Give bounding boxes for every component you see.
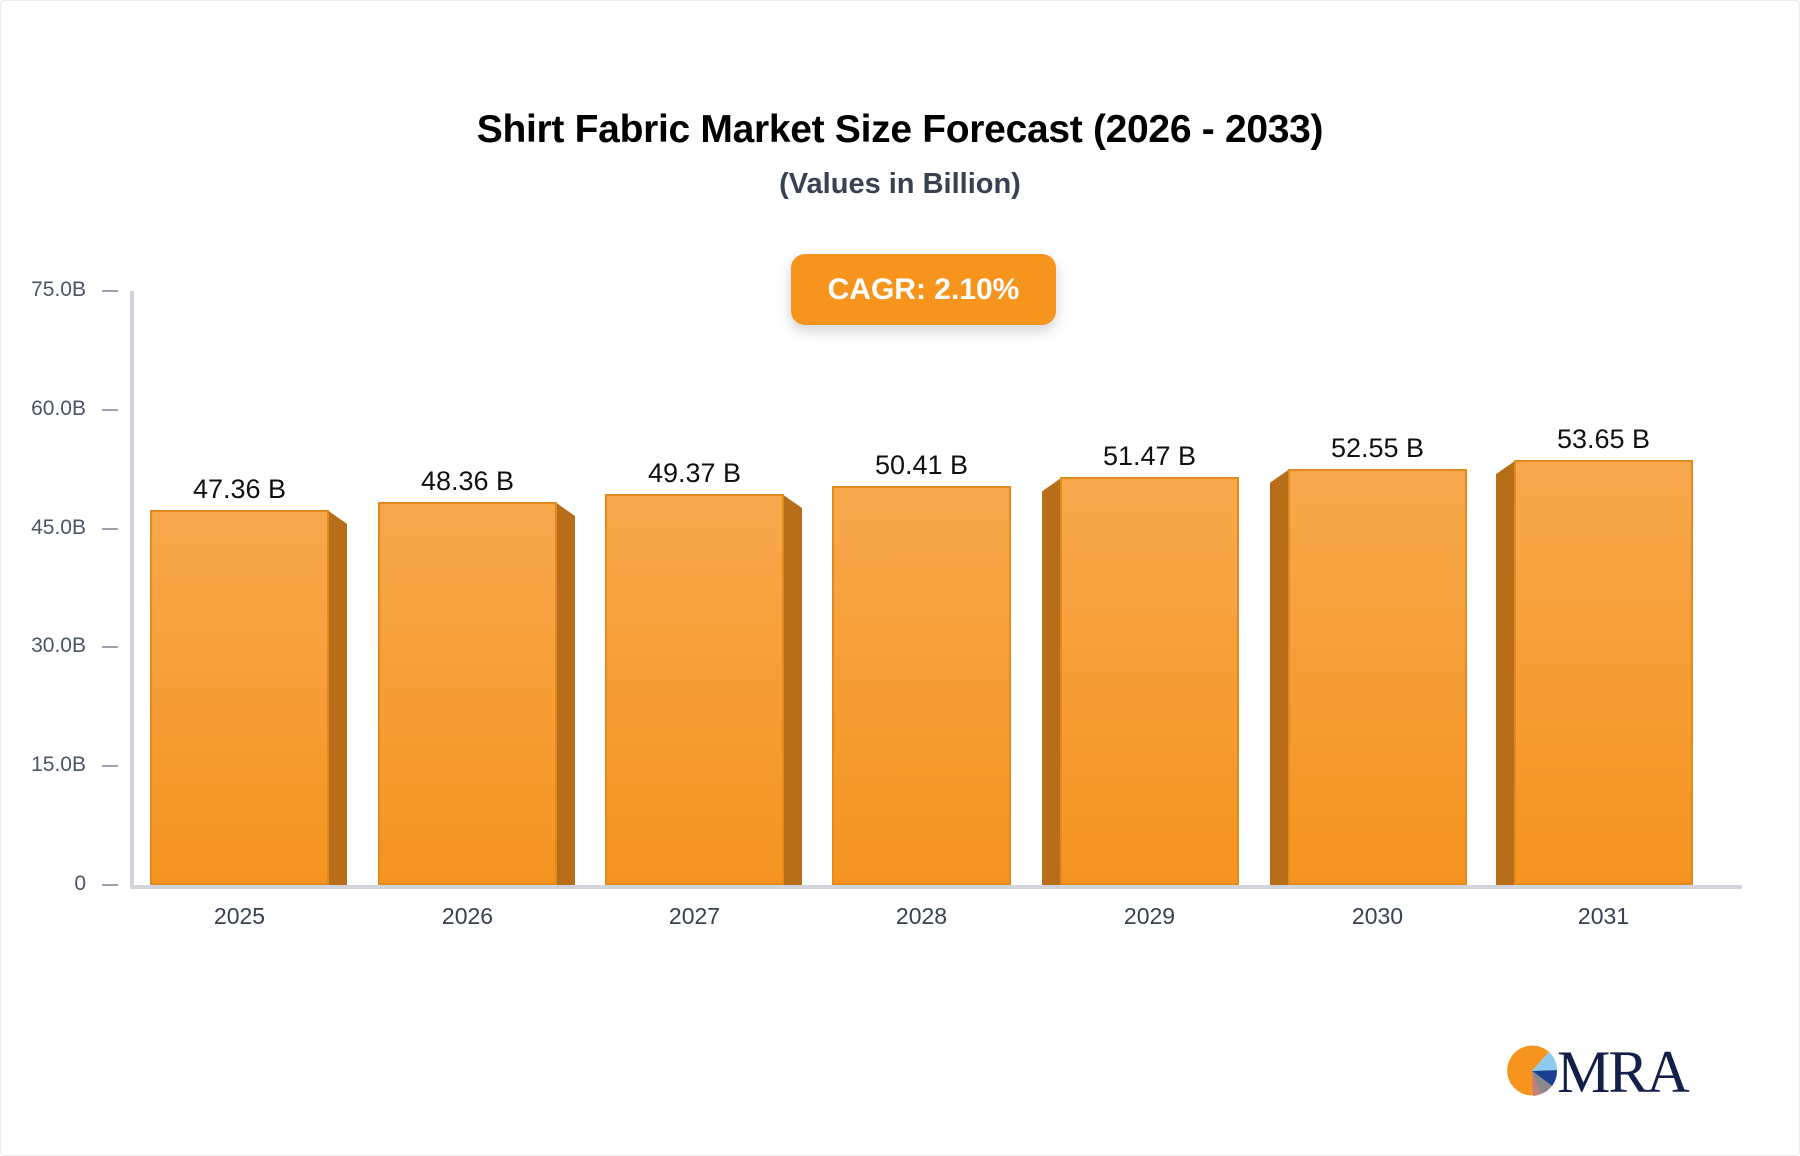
cagr-badge: CAGR: 2.10% bbox=[791, 254, 1056, 325]
y-tick-mark bbox=[102, 290, 118, 292]
x-tick-label: 2030 bbox=[1351, 903, 1404, 929]
bar-front-face bbox=[1288, 468, 1467, 885]
x-tick-label: 2029 bbox=[1123, 903, 1176, 929]
y-tick-label: 75.0B bbox=[31, 278, 86, 301]
bar-side-face bbox=[1042, 477, 1062, 885]
y-tick-label: 15.0B bbox=[31, 753, 86, 777]
y-tick-mark bbox=[102, 646, 118, 649]
y-tick-label: 45.0B bbox=[31, 515, 86, 539]
bar-value-label: 50.41 B bbox=[874, 449, 969, 480]
bar-value-label: 52.55 B bbox=[1330, 432, 1425, 463]
bar-side-face bbox=[555, 501, 575, 885]
bar-2031[interactable] bbox=[1496, 460, 1693, 885]
bar-side-face bbox=[782, 493, 802, 885]
bar-front-face bbox=[832, 485, 1011, 885]
chart-subtitle: (Values in Billion) bbox=[779, 168, 1021, 200]
bar-value-label: 51.47 B bbox=[1102, 441, 1197, 472]
y-tick-mark bbox=[102, 765, 118, 768]
y-tick-label: 30.0B bbox=[31, 634, 86, 658]
y-tick-label: 0 bbox=[74, 872, 86, 895]
bar-front-face bbox=[378, 501, 557, 885]
bar-value-label: 49.37 B bbox=[647, 457, 742, 488]
bar-value-label: 53.65 B bbox=[1556, 424, 1651, 455]
bar-front-face bbox=[605, 493, 784, 885]
y-axis-line bbox=[130, 291, 134, 887]
bar-side-face bbox=[327, 509, 347, 885]
bar-side-face bbox=[1496, 460, 1516, 885]
bar-front-face bbox=[1514, 460, 1693, 885]
x-tick-label: 2031 bbox=[1577, 903, 1630, 929]
y-tick-mark bbox=[102, 408, 118, 411]
bar-front-face bbox=[150, 509, 329, 885]
x-tick-label: 2025 bbox=[213, 903, 266, 929]
x-axis-line bbox=[130, 885, 1742, 889]
pie-logo-icon bbox=[1507, 1045, 1558, 1096]
x-tick-label: 2026 bbox=[441, 903, 494, 929]
mra-logo: MRA bbox=[1505, 1039, 1705, 1105]
bar-side-face bbox=[1270, 468, 1290, 885]
x-tick-label: 2027 bbox=[668, 903, 721, 929]
bar-2025[interactable] bbox=[150, 509, 347, 885]
bar-front-face bbox=[1060, 477, 1239, 885]
y-tick-mark bbox=[102, 884, 118, 886]
bar-2026[interactable] bbox=[378, 501, 575, 885]
x-tick-label: 2028 bbox=[895, 903, 948, 929]
bar-2028[interactable] bbox=[832, 485, 1011, 885]
chart-title: Shirt Fabric Market Size Forecast (2026 … bbox=[476, 108, 1324, 151]
bar-value-label: 47.36 B bbox=[192, 473, 287, 504]
bar-2030[interactable] bbox=[1270, 468, 1467, 885]
bar-value-label: 48.36 B bbox=[420, 465, 515, 496]
logo-text: MRA bbox=[1557, 1039, 1690, 1105]
y-tick-mark bbox=[102, 527, 118, 530]
bar-2029[interactable] bbox=[1042, 477, 1239, 885]
y-tick-label: 60.0B bbox=[31, 396, 86, 420]
bar-2027[interactable] bbox=[605, 493, 802, 885]
